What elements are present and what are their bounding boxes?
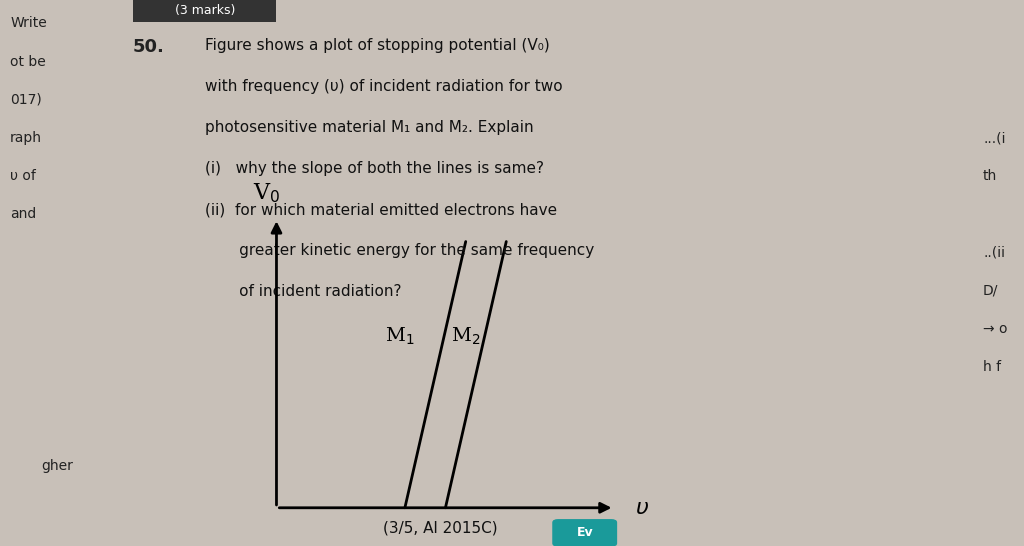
FancyBboxPatch shape bbox=[553, 520, 616, 546]
Text: → o: → o bbox=[983, 322, 1008, 336]
Text: ..(ii: ..(ii bbox=[983, 246, 1005, 260]
Text: ot be: ot be bbox=[10, 55, 46, 69]
Text: $\upsilon$: $\upsilon$ bbox=[635, 497, 649, 519]
Text: (ii)  for which material emitted electrons have: (ii) for which material emitted electron… bbox=[205, 202, 557, 217]
Text: V$_0$: V$_0$ bbox=[253, 181, 280, 205]
Text: υ of: υ of bbox=[10, 169, 36, 183]
Text: (3/5, Al 2015C): (3/5, Al 2015C) bbox=[383, 520, 498, 535]
Text: D/: D/ bbox=[983, 284, 998, 298]
Text: Write: Write bbox=[10, 16, 47, 31]
Text: (i)   why the slope of both the lines is same?: (i) why the slope of both the lines is s… bbox=[205, 161, 544, 176]
Text: gher: gher bbox=[41, 459, 73, 473]
Text: h f: h f bbox=[983, 360, 1001, 375]
Text: Figure shows a plot of stopping potential (V₀): Figure shows a plot of stopping potentia… bbox=[205, 38, 550, 53]
Text: ...(i: ...(i bbox=[983, 131, 1006, 145]
Text: of incident radiation?: of incident radiation? bbox=[205, 284, 401, 299]
Text: th: th bbox=[983, 169, 997, 183]
Text: 50.: 50. bbox=[133, 38, 165, 56]
Text: M$_2$: M$_2$ bbox=[451, 326, 480, 347]
Text: and: and bbox=[10, 207, 37, 222]
Bar bbox=[133, 0, 276, 22]
Text: raph: raph bbox=[10, 131, 42, 145]
Text: 017): 017) bbox=[10, 93, 42, 107]
Text: M$_1$: M$_1$ bbox=[385, 326, 415, 347]
Text: photosensitive material M₁ and M₂. Explain: photosensitive material M₁ and M₂. Expla… bbox=[205, 120, 534, 135]
Text: greater kinetic energy for the same frequency: greater kinetic energy for the same freq… bbox=[205, 243, 594, 258]
Text: Ev: Ev bbox=[577, 526, 593, 539]
Text: with frequency (υ) of incident radiation for two: with frequency (υ) of incident radiation… bbox=[205, 79, 562, 94]
Text: (3 marks): (3 marks) bbox=[175, 4, 234, 17]
